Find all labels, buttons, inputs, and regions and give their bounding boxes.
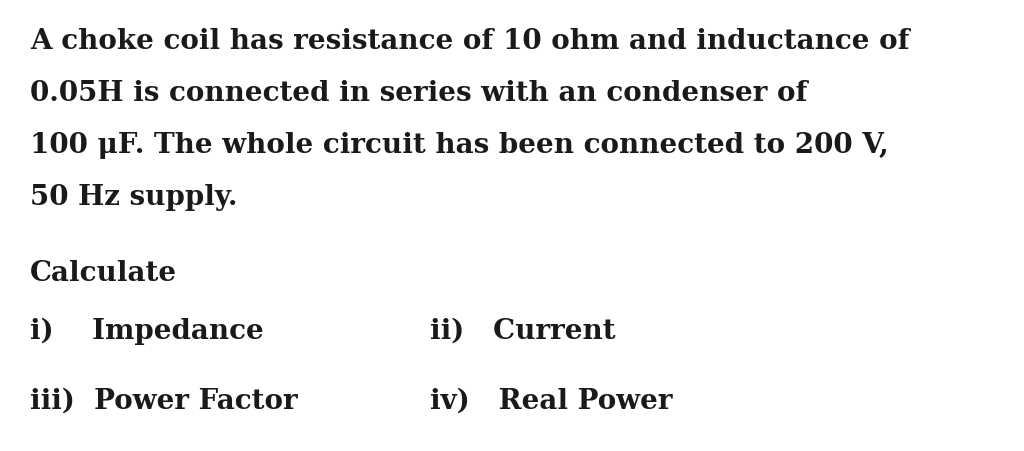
- Text: 50 Hz supply.: 50 Hz supply.: [30, 184, 238, 211]
- Text: i)    Impedance: i) Impedance: [30, 318, 264, 345]
- Text: 0.05H is connected in series with an condenser of: 0.05H is connected in series with an con…: [30, 80, 808, 107]
- Text: ii)   Current: ii) Current: [430, 318, 615, 344]
- Text: iii)  Power Factor: iii) Power Factor: [30, 387, 298, 414]
- Text: iv)   Real Power: iv) Real Power: [430, 387, 673, 414]
- Text: Calculate: Calculate: [30, 259, 177, 286]
- Text: 100 μF. The whole circuit has been connected to 200 V,: 100 μF. The whole circuit has been conne…: [30, 132, 889, 159]
- Text: A choke coil has resistance of 10 ohm and inductance of: A choke coil has resistance of 10 ohm an…: [30, 28, 909, 55]
